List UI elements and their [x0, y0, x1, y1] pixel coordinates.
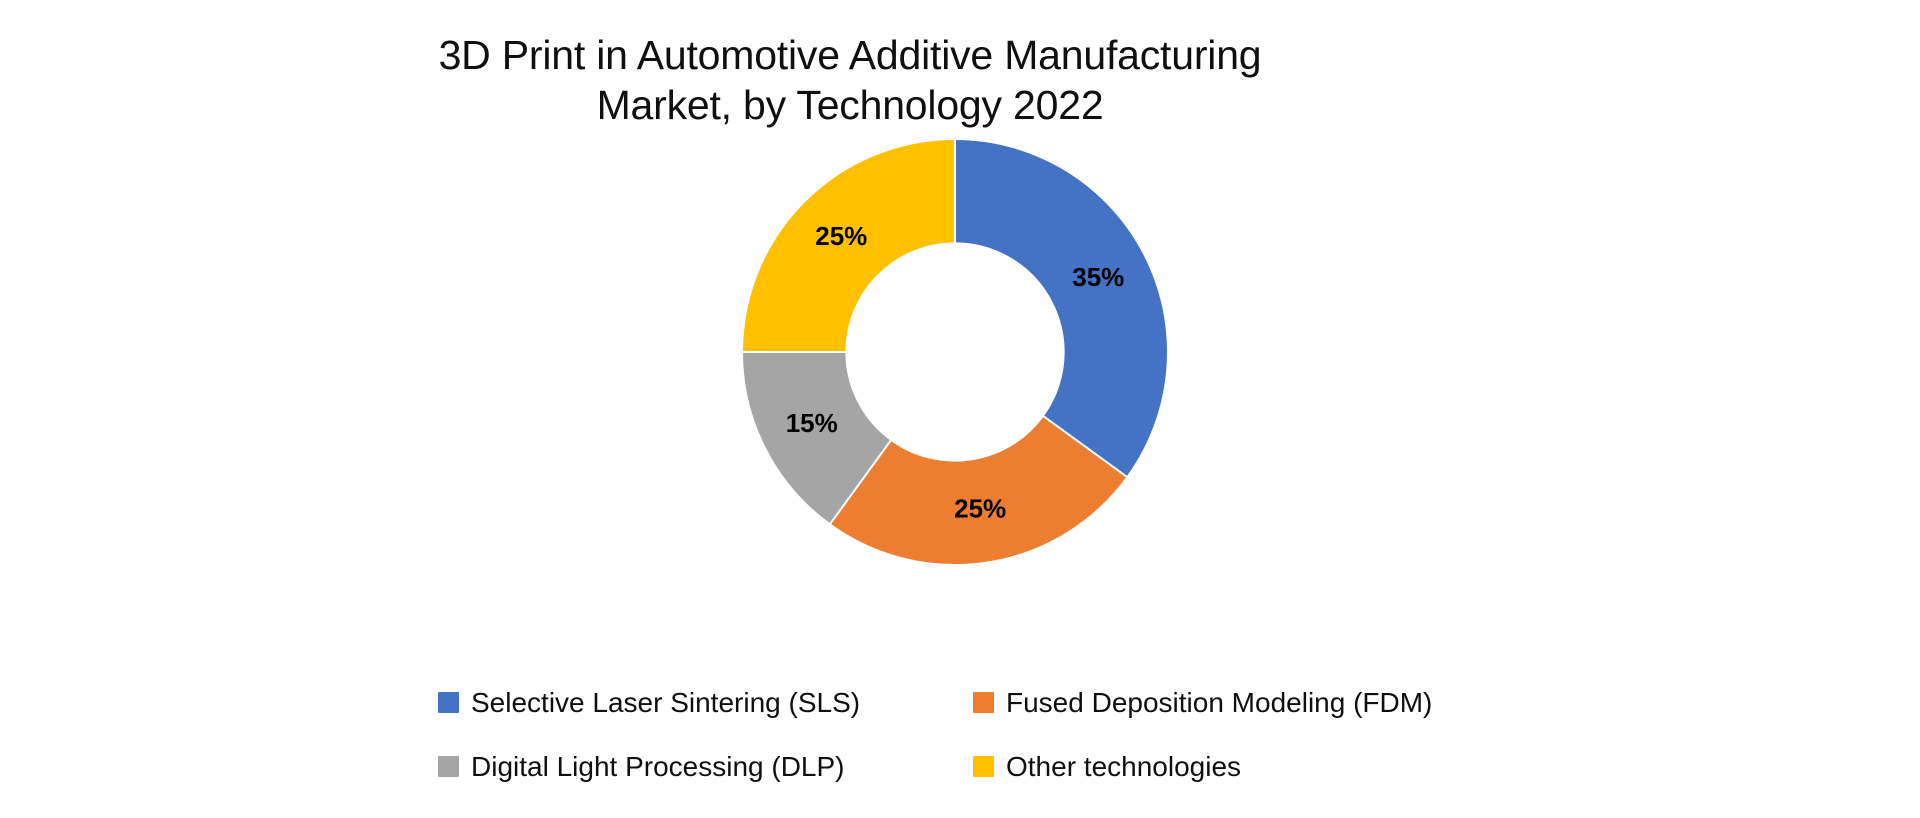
- legend-item[interactable]: Fused Deposition Modeling (FDM): [973, 683, 1478, 722]
- donut-svg: 35% 25% 15% 25%: [742, 139, 1168, 565]
- donut-slice[interactable]: [742, 139, 956, 353]
- slice-data-label: 25%: [954, 494, 1006, 524]
- legend-swatch-icon: [973, 756, 994, 777]
- legend-item-label: Other technologies: [1006, 751, 1242, 782]
- donut-chart: 35% 25% 15% 25%: [742, 139, 1168, 565]
- chart-legend: Selective Laser Sintering (SLS) Fused Dep…: [438, 683, 1478, 811]
- legend-swatch-icon: [438, 756, 459, 777]
- donut-slices: [742, 139, 1168, 565]
- plot-area: 35% 25% 15% 25%: [742, 139, 1168, 565]
- legend-item-label: Fused Deposition Modeling (FDM): [1006, 687, 1433, 718]
- slice-data-label: 25%: [815, 221, 867, 251]
- donut-data-labels: 35% 25% 15% 25%: [786, 221, 1125, 524]
- slice-data-label: 35%: [1072, 262, 1124, 292]
- legend-swatch-icon: [438, 692, 459, 713]
- chart-title: 3D Print in Automotive Additive Manufact…: [438, 32, 1262, 129]
- legend-item-label: Digital Light Processing (DLP): [471, 751, 845, 782]
- legend-item[interactable]: Digital Light Processing (DLP): [438, 747, 973, 786]
- legend-item[interactable]: Other technologies: [973, 747, 1478, 786]
- donut-slice[interactable]: [742, 351, 893, 526]
- slice-data-label: 15%: [786, 408, 838, 438]
- legend-item-label: Selective Laser Sintering (SLS): [471, 687, 861, 718]
- legend-item[interactable]: Selective Laser Sintering (SLS): [438, 683, 973, 722]
- donut-slice[interactable]: [828, 414, 1129, 565]
- legend-swatch-icon: [973, 692, 994, 713]
- donut-slice[interactable]: [954, 139, 1168, 479]
